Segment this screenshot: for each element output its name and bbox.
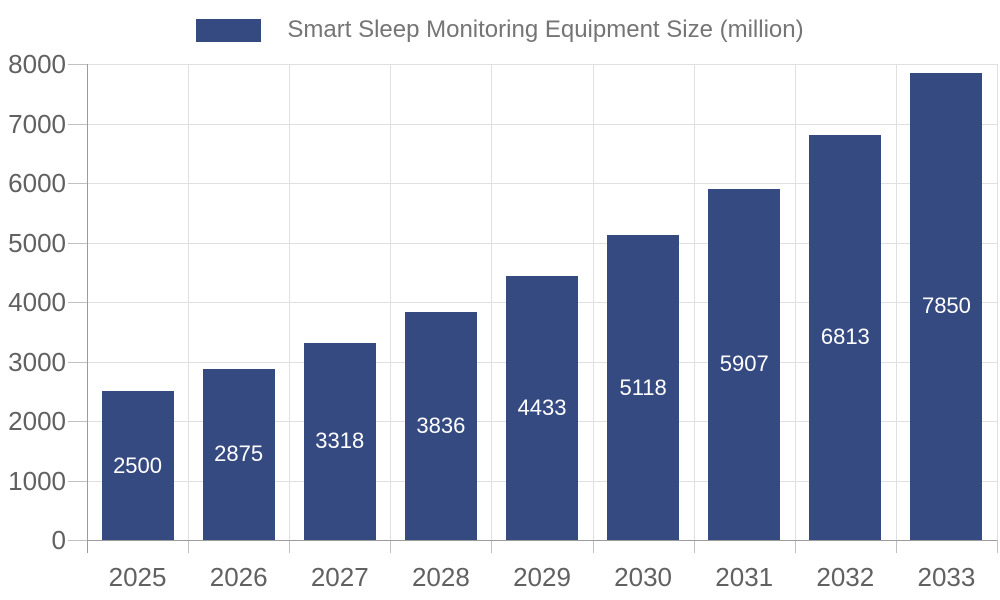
x-axis-tick-label: 2031 [715,562,774,592]
x-axis-tick [895,540,897,553]
x-axis-tick [188,540,190,553]
y-axis-tick-label: 8000 [8,49,66,79]
bar: 2875 [202,368,275,540]
bar: 7850 [910,72,983,540]
y-axis-tick [68,242,87,244]
bar-value-label: 7850 [921,293,971,319]
y-axis-tick [68,123,87,125]
x-axis-tick-label: 2029 [513,562,571,592]
bar: 4433 [506,276,578,540]
x-axis-tick [794,540,796,553]
bar-value-label: 2875 [214,441,264,467]
x-axis-tick-label: 2028 [411,562,470,592]
x-axis-tick-label: 2027 [310,562,369,592]
bar-value-label: 4433 [517,395,567,421]
bar-value-label: 5118 [619,374,667,400]
x-axis-tick-label: 2032 [816,562,875,592]
x-gridline [794,64,796,540]
y-axis-tick [68,540,87,541]
x-axis-tick [491,540,493,553]
y-axis-tick [68,183,87,184]
y-gridline [87,183,997,184]
bar-value-label: 5907 [719,351,769,377]
x-axis-tick-label: 2026 [209,562,268,592]
y-axis-tick [68,302,87,303]
x-gridline [997,64,998,540]
x-gridline [289,64,291,540]
x-gridline [895,64,897,540]
y-axis-tick [68,421,87,422]
x-axis-tick [289,540,291,553]
y-gridline [87,64,997,65]
y-axis-tick-label: 1000 [8,465,66,496]
x-gridline [188,64,190,540]
x-axis-tick [693,540,695,553]
x-axis-tick [592,540,594,553]
x-gridline [592,64,594,540]
y-axis-tick [68,361,87,363]
legend: Smart Sleep Monitoring Equipment Size (m… [0,16,1000,44]
y-axis-tick-label: 4000 [8,287,66,317]
bar: 3318 [303,342,376,540]
y-axis-tick-label: 5000 [8,227,66,258]
bar: 3836 [404,311,477,540]
x-axis-tick-label: 2030 [614,562,673,592]
y-axis-tick-label: 6000 [8,168,66,198]
x-axis-line [87,540,997,541]
bar-value-label: 6813 [820,324,870,350]
y-axis-tick [68,480,87,482]
y-gridline [87,242,997,244]
x-axis-tick [390,540,392,553]
bar: 5118 [607,235,680,540]
x-gridline [491,64,493,540]
y-axis-tick-label: 3000 [8,346,66,377]
x-axis-tick-label: 2033 [917,562,976,592]
bar: 5907 [708,188,781,540]
y-axis-tick-label: 0 [51,525,66,555]
bar-value-label: 3836 [416,412,466,438]
bar: 6813 [809,134,882,540]
bar-value-label: 3318 [315,428,365,454]
x-gridline [390,64,392,540]
x-axis-tick-label: 2025 [108,562,167,592]
x-gridline [693,64,695,540]
legend-label: Smart Sleep Monitoring Equipment Size (m… [287,16,804,43]
bar: 2500 [101,391,174,540]
y-axis-tick-label: 7000 [8,108,66,139]
y-gridline [87,123,997,125]
legend-swatch [196,18,262,42]
x-axis-tick [997,540,998,553]
y-axis-tick-label: 2000 [8,406,66,436]
y-axis-tick [68,64,87,65]
bar-value-label: 2500 [113,452,163,478]
y-axis-line [87,64,88,553]
